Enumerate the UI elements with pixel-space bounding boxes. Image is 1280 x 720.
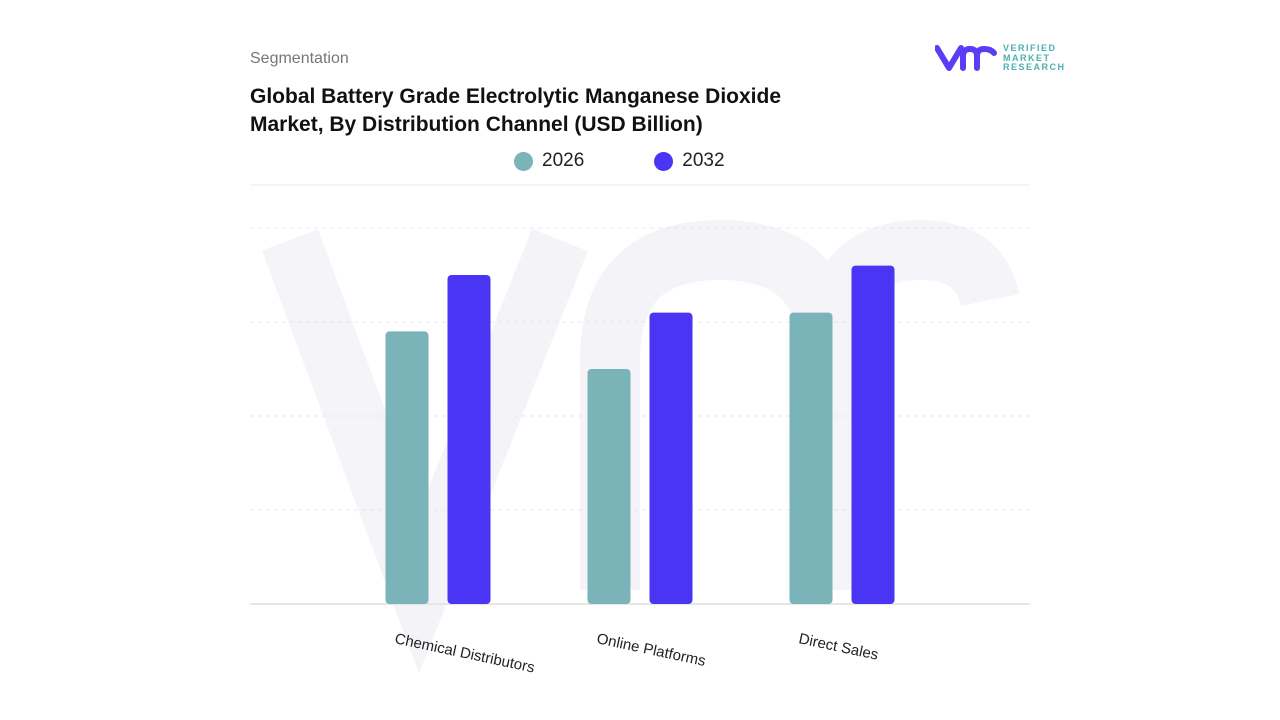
legend-item-2032: 2032 bbox=[654, 150, 725, 172]
legend-label: 2032 bbox=[682, 150, 725, 171]
logo-line: MARKET bbox=[1003, 52, 1051, 63]
bar-2032-1 bbox=[649, 312, 693, 604]
logo-line: VERIFIED bbox=[1003, 43, 1057, 53]
chart-title: Global Battery Grade Electrolytic Mangan… bbox=[250, 85, 781, 136]
legend-dot-icon bbox=[514, 151, 533, 171]
bar-2032-2 bbox=[851, 265, 895, 604]
bar-2026-0 bbox=[385, 331, 429, 604]
legend: 2026 2032 bbox=[514, 150, 725, 172]
legend-label: 2026 bbox=[542, 150, 585, 171]
legend-dot-icon bbox=[654, 151, 674, 171]
bar-2026-1 bbox=[587, 369, 631, 604]
logo: VERIFIED MARKET RESEARCH bbox=[935, 43, 1066, 73]
bar-2026-2 bbox=[789, 312, 833, 604]
bar-2032-0 bbox=[447, 275, 491, 604]
legend-item-2026: 2026 bbox=[514, 150, 584, 172]
section-label: Segmentation bbox=[250, 50, 349, 67]
logo-line: RESEARCH bbox=[1003, 62, 1066, 72]
x-tick-label: Online Platforms bbox=[595, 630, 707, 670]
vmr-logo-icon bbox=[935, 45, 997, 72]
x-tick-label: Direct Sales bbox=[797, 630, 880, 663]
